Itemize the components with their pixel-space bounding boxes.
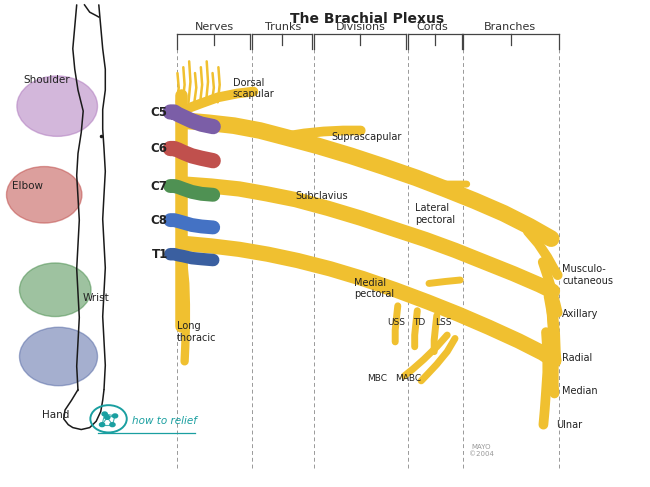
Text: Wrist: Wrist	[83, 293, 110, 303]
Text: The Brachial Plexus: The Brachial Plexus	[290, 12, 445, 26]
Text: Cords: Cords	[417, 22, 448, 32]
Text: MBC: MBC	[367, 375, 387, 383]
Text: Hand: Hand	[42, 410, 69, 420]
Text: Branches: Branches	[484, 22, 536, 32]
Text: C5: C5	[151, 106, 168, 118]
Text: LSS: LSS	[435, 318, 452, 327]
Text: Elbow: Elbow	[12, 181, 43, 191]
Text: Lateral
pectoral: Lateral pectoral	[415, 204, 455, 225]
Circle shape	[102, 412, 107, 416]
Text: Long
thoracic: Long thoracic	[177, 321, 216, 343]
Text: Radial: Radial	[562, 353, 593, 363]
Text: Medial
pectoral: Medial pectoral	[354, 278, 395, 299]
Text: Musculo-
cutaneous: Musculo- cutaneous	[562, 264, 613, 286]
Text: TD: TD	[413, 318, 425, 327]
Text: Divisions: Divisions	[336, 22, 385, 32]
Text: C7: C7	[151, 180, 168, 192]
Circle shape	[110, 423, 115, 427]
Text: how to relief: how to relief	[132, 416, 197, 426]
Text: Nerves: Nerves	[195, 22, 234, 32]
Text: Axillary: Axillary	[562, 309, 599, 319]
Text: Shoulder: Shoulder	[23, 75, 70, 85]
Text: MAYO
©2004: MAYO ©2004	[469, 444, 493, 457]
Text: USS: USS	[387, 318, 406, 327]
Circle shape	[6, 167, 82, 223]
Text: Subclavius: Subclavius	[296, 191, 348, 201]
Circle shape	[112, 414, 118, 418]
Text: MABC: MABC	[395, 375, 421, 383]
Text: Median: Median	[562, 386, 598, 395]
Circle shape	[105, 415, 110, 419]
Text: Ulnar: Ulnar	[556, 420, 582, 430]
Text: Trunks: Trunks	[265, 22, 301, 32]
Text: Suprascapular: Suprascapular	[332, 132, 402, 142]
Text: Dorsal
scapular: Dorsal scapular	[233, 78, 274, 99]
Circle shape	[99, 423, 105, 427]
Text: C6: C6	[151, 142, 168, 155]
Circle shape	[17, 76, 98, 136]
Text: C8: C8	[151, 214, 168, 226]
Circle shape	[20, 263, 91, 317]
Text: T1: T1	[151, 248, 168, 261]
Circle shape	[20, 327, 98, 386]
